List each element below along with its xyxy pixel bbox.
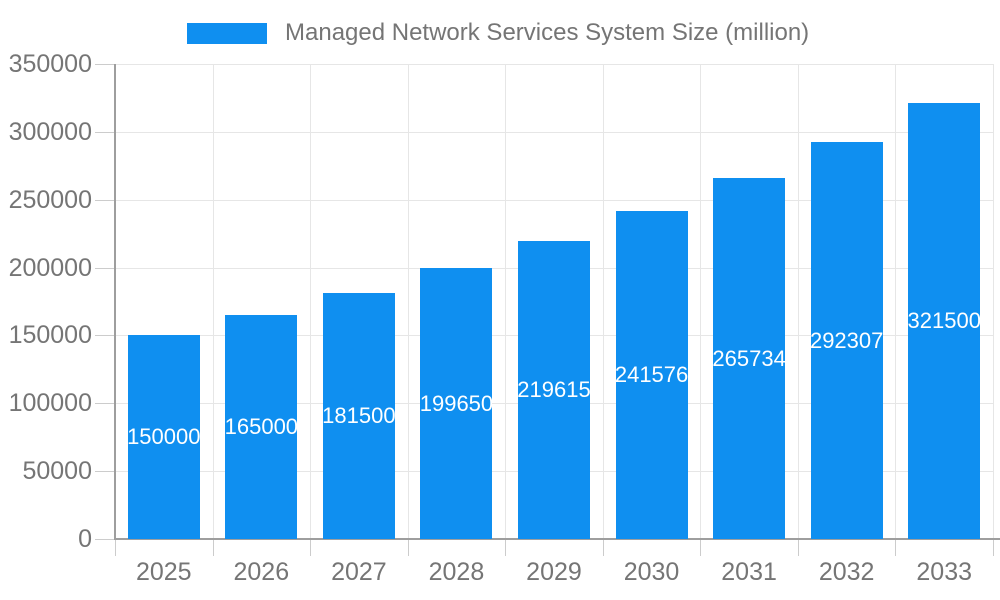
bar: 219615 [518, 240, 590, 539]
y-axis-label: 250000 [8, 186, 92, 214]
x-gridline [603, 64, 604, 539]
x-axis-label: 2028 [428, 558, 485, 586]
y-axis-tick [95, 539, 115, 540]
bar: 265734 [713, 178, 786, 539]
bar-value-label: 199650 [420, 390, 493, 416]
x-gridline [895, 64, 896, 539]
legend-label: Managed Network Services System Size (mi… [285, 19, 810, 46]
bar-value-label: 265734 [713, 345, 786, 371]
x-gridline [213, 64, 214, 539]
x-axis-label: 2027 [331, 558, 387, 586]
chart-legend: Managed Network Services System Size (mi… [187, 19, 810, 46]
bar-value-label: 181500 [322, 402, 395, 428]
x-gridline [310, 64, 311, 539]
x-axis-tick [700, 539, 701, 556]
x-axis-label: 2031 [721, 558, 777, 586]
x-axis-label: 2032 [818, 558, 875, 586]
y-gridline [115, 200, 993, 201]
x-axis-tick [993, 539, 994, 556]
x-axis-label: 2029 [526, 558, 582, 586]
x-gridline [700, 64, 701, 539]
y-gridline [115, 64, 993, 65]
bar-value-label: 241576 [615, 362, 688, 388]
y-axis-label: 150000 [8, 321, 92, 349]
y-axis-label: 100000 [8, 389, 92, 417]
x-axis-tick [310, 539, 311, 556]
y-axis-tick [95, 132, 115, 133]
y-axis-label: 50000 [22, 457, 92, 485]
y-gridline [115, 132, 993, 133]
bar: 181500 [322, 292, 395, 539]
y-axis-tick [95, 64, 115, 65]
x-axis-tick [115, 539, 116, 556]
bar: 321500 [908, 102, 981, 539]
bar: 150000 [127, 335, 200, 539]
bar-value-label: 165000 [225, 414, 298, 440]
y-axis-line [114, 64, 116, 539]
y-axis-tick [95, 471, 115, 472]
x-axis-tick [798, 539, 799, 556]
bar-value-label: 150000 [127, 424, 200, 450]
x-axis-label: 2026 [233, 558, 290, 586]
x-axis-tick [408, 539, 409, 556]
y-axis-label: 200000 [8, 254, 92, 282]
bar: 165000 [225, 315, 298, 539]
bar: 199650 [420, 268, 493, 539]
x-axis-tick [213, 539, 214, 556]
y-axis-tick [95, 335, 115, 336]
x-gridline [505, 64, 506, 539]
y-axis-tick [95, 403, 115, 404]
x-axis-tick [603, 539, 604, 556]
y-axis-label: 0 [78, 525, 92, 553]
y-axis-label: 350000 [8, 50, 92, 78]
x-axis-line [114, 538, 1000, 540]
bar: 292307 [810, 142, 883, 539]
bar: 241576 [615, 211, 688, 539]
x-gridline [993, 64, 994, 539]
y-axis-tick [95, 268, 115, 269]
x-gridline [798, 64, 799, 539]
x-axis-label: 2025 [135, 558, 192, 586]
x-axis-label: 2030 [623, 558, 680, 586]
y-axis-tick [95, 200, 115, 201]
bar-value-label: 321500 [908, 307, 981, 333]
x-axis-label: 2033 [916, 558, 973, 586]
y-axis-label: 300000 [8, 118, 92, 146]
x-gridline [408, 64, 409, 539]
bar-value-label: 292307 [810, 327, 883, 353]
legend-swatch [187, 22, 267, 44]
bar-value-label: 219615 [518, 376, 590, 402]
x-axis-tick [505, 539, 506, 556]
x-axis-tick [895, 539, 896, 556]
